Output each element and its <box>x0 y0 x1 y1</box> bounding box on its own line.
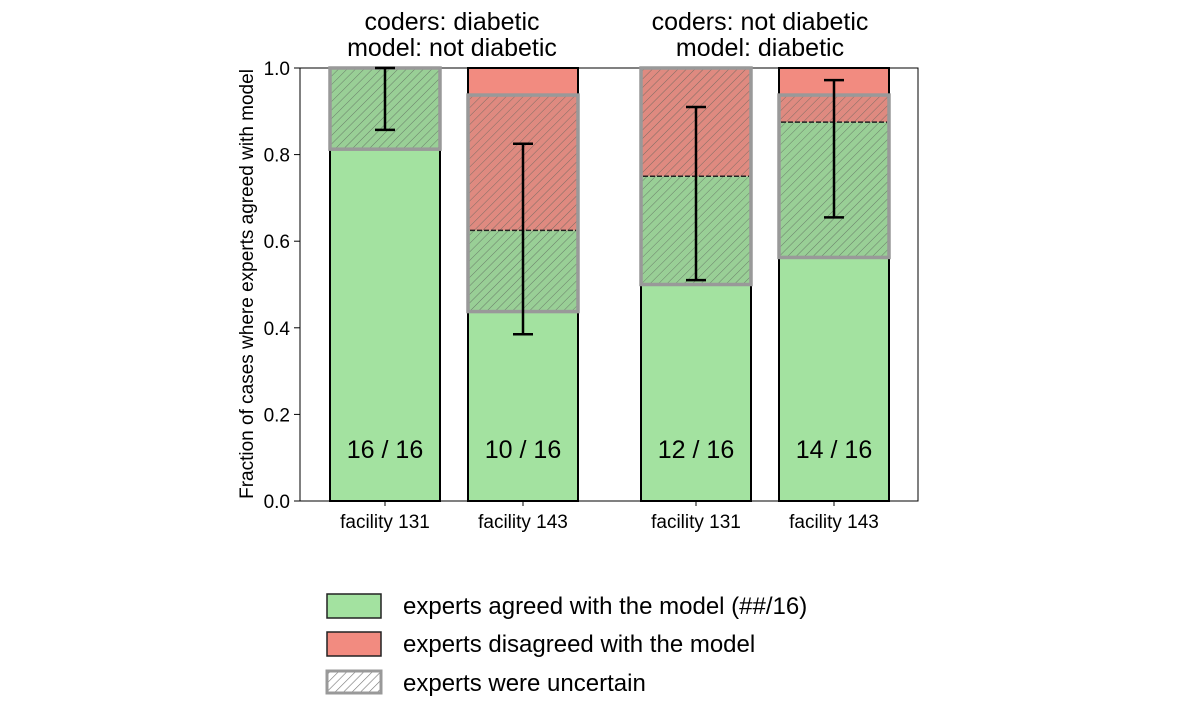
bar-count-label: 14 / 16 <box>796 436 872 464</box>
legend-swatch-agree <box>326 593 382 619</box>
group-titles: coders: diabetic model: not diabetic cod… <box>347 8 868 62</box>
bar-segment-disagree <box>468 68 578 96</box>
bar-segment-agree <box>641 284 751 501</box>
y-tick-label: 1.0 <box>264 59 290 80</box>
group-title-1-line-2: model: not diabetic <box>347 34 557 62</box>
legend-label-agree: experts agreed with the model (##/16) <box>403 593 807 620</box>
axes-frame <box>299 67 919 502</box>
legend-swatch-uncertain-hatch <box>328 672 380 692</box>
legend-swatch-disagree <box>326 631 382 657</box>
y-tick-label: 0.2 <box>264 405 290 426</box>
legend-label-disagree: experts disagreed with the model <box>403 631 755 658</box>
plot-area: 0.0 0.2 0.4 0.6 0.8 1.0 16 / 16 10 / 16 12 / 16 1… <box>264 59 919 513</box>
uncertain-region-border <box>639 66 753 287</box>
x-tick-label-2: facility 143 <box>478 512 568 533</box>
legend: experts agreed with the model (##/16) ex… <box>325 593 807 697</box>
bar-count-label: 10 / 16 <box>485 436 561 464</box>
x-tick-labels: facility 131 facility 143 facility 131 f… <box>340 512 879 533</box>
bar-count-label: 12 / 16 <box>658 436 734 464</box>
group-title-2-line-2: model: diabetic <box>676 34 844 62</box>
y-tick-label: 0.4 <box>264 319 291 340</box>
group-title-1-line-1: coders: diabetic <box>364 8 539 36</box>
group-title-2-line-1: coders: not diabetic <box>652 8 869 36</box>
bar-segment-agree <box>468 311 578 501</box>
bar-count-label: 16 / 16 <box>347 436 423 464</box>
y-tick-label: 0.0 <box>264 492 290 513</box>
bar-segment-agree <box>330 149 440 501</box>
bar-segment-agree <box>779 257 889 501</box>
legend-label-uncertain: experts were uncertain <box>403 670 646 697</box>
y-tick-label: 0.6 <box>264 232 290 253</box>
x-tick-label-3: facility 131 <box>651 512 741 533</box>
x-tick-label-4: facility 143 <box>789 512 879 533</box>
y-axis-label: Fraction of cases where experts agreed w… <box>237 69 258 499</box>
y-tick-label: 0.8 <box>264 146 290 167</box>
x-tick-label-1: facility 131 <box>340 512 430 533</box>
